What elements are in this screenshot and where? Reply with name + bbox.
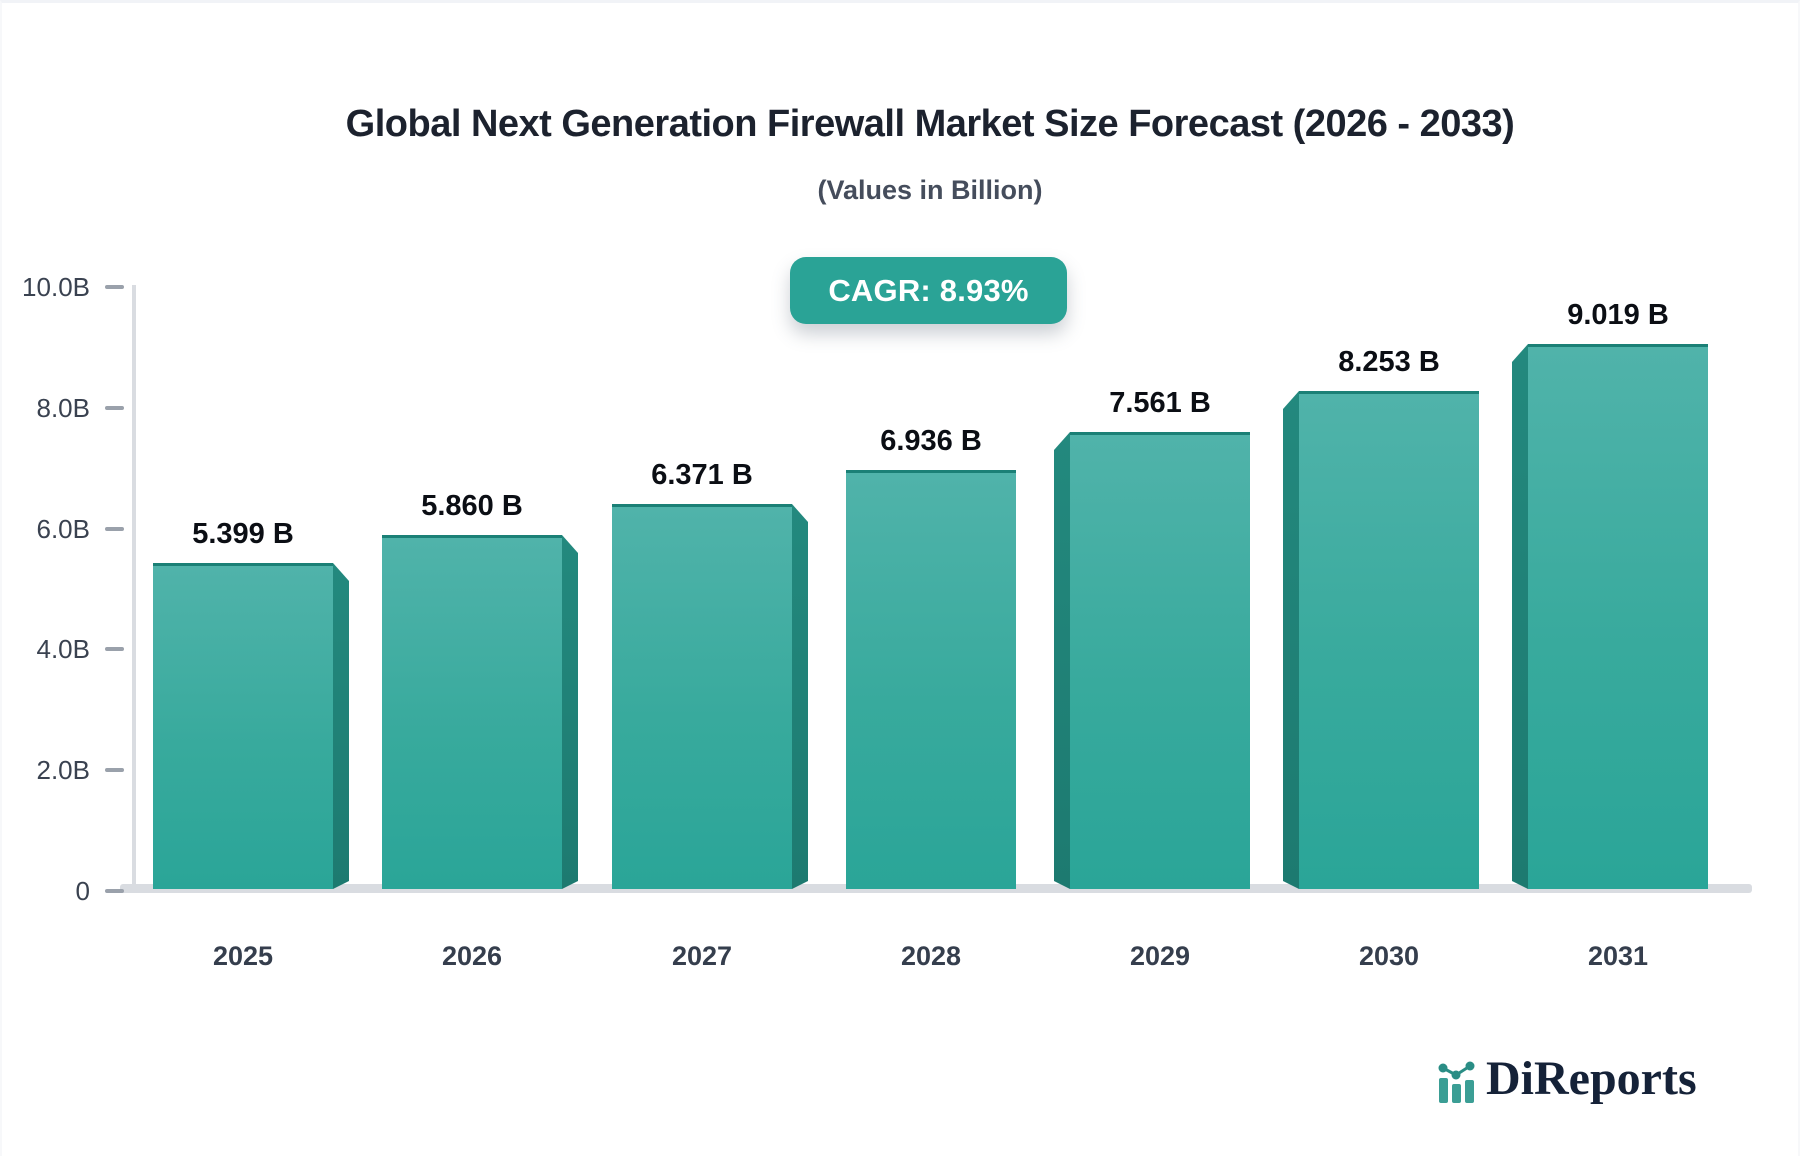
bar-2030-side-face [1283,391,1299,889]
x-tick-label-2028: 2028 [900,941,962,971]
bar-2029 [1070,432,1250,889]
y-tick-label: 8.0B [36,392,91,423]
y-tick-mark [105,526,124,531]
bar-2031-side-face [1512,344,1528,889]
value-label-2029: 7.561 B [1109,387,1211,419]
y-tick-label: 10.0B [22,272,90,302]
value-label-2031: 9.019 B [1567,299,1669,331]
y-tick-mark [105,889,124,893]
bar-2026-side-face [562,535,578,889]
value-label-2030: 8.253 B [1338,346,1440,378]
y-tick-label: 0 [75,876,90,906]
plot-area: 10.0B 8.0B 6.0B 4.0B 2.0B 0 5.399 B 2025 5.860 … [2,3,1798,1156]
bar-2029-side-face [1054,432,1070,889]
value-label-2028: 6.936 B [880,425,982,457]
logo-chart-icon [1438,1061,1475,1103]
bar-2027-side-face [792,504,808,889]
y-tick-label: 2.0B [36,755,91,786]
bar-2031 [1528,344,1708,889]
y-tick-mark [105,647,124,652]
x-tick-label-2031: 2031 [1587,941,1649,971]
value-label-2026: 5.860 B [421,490,523,522]
value-label-2027: 6.371 B [651,459,753,491]
x-tick-label-2027: 2027 [671,941,733,971]
x-tick-label-2029: 2029 [1129,941,1191,971]
direports-logo: DiReports [1432,1035,1732,1105]
bar-2030 [1299,391,1479,889]
x-tick-label-2030: 2030 [1358,941,1420,971]
bar-2025 [153,563,333,889]
y-tick-mark [105,405,124,410]
chart-subtitle: (Values in Billion) [817,175,1043,205]
bar-2028 [846,470,1016,889]
bar-2027 [612,504,792,889]
chart-title: Global Next Generation Firewall Market S… [345,103,1515,145]
cagr-badge: CAGR: 8.93% [790,257,1067,324]
value-label-2025: 5.399 B [192,518,294,550]
bar-2026 [382,535,562,889]
y-axis-line [132,285,136,889]
cagr-badge-label: CAGR: 8.93% [828,272,1029,308]
y-tick-mark [105,285,124,289]
logo-text: DiReports [1486,1052,1697,1105]
x-tick-label-2025: 2025 [212,941,274,971]
y-tick-label: 6.0B [36,513,91,544]
y-tick-mark [105,768,124,773]
x-tick-label-2026: 2026 [441,941,503,971]
bar-2025-side-face [333,563,349,889]
y-tick-label: 4.0B [36,634,91,665]
